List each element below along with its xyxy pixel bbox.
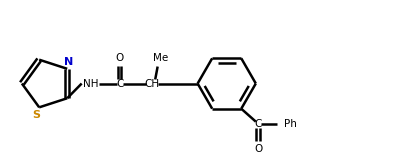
- Text: CH: CH: [144, 79, 160, 89]
- Text: O: O: [115, 53, 124, 63]
- Text: O: O: [254, 144, 262, 154]
- Text: S: S: [32, 110, 40, 120]
- Text: C: C: [116, 79, 124, 89]
- Text: Ph: Ph: [284, 119, 297, 129]
- Text: NH: NH: [83, 79, 98, 89]
- Text: C: C: [254, 119, 262, 129]
- Text: Me: Me: [153, 53, 169, 63]
- Text: N: N: [64, 57, 74, 67]
